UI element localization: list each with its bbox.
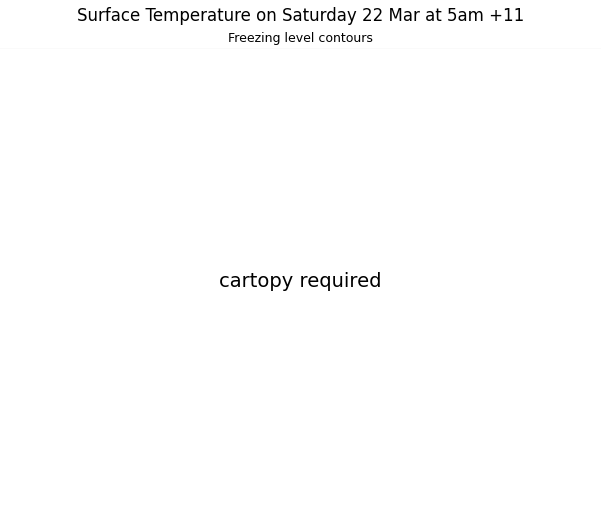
Text: Freezing level contours: Freezing level contours	[228, 31, 373, 45]
Text: Surface Temperature on Saturday 22 Mar at 5am +11: Surface Temperature on Saturday 22 Mar a…	[77, 7, 524, 25]
Text: cartopy required: cartopy required	[219, 272, 382, 291]
